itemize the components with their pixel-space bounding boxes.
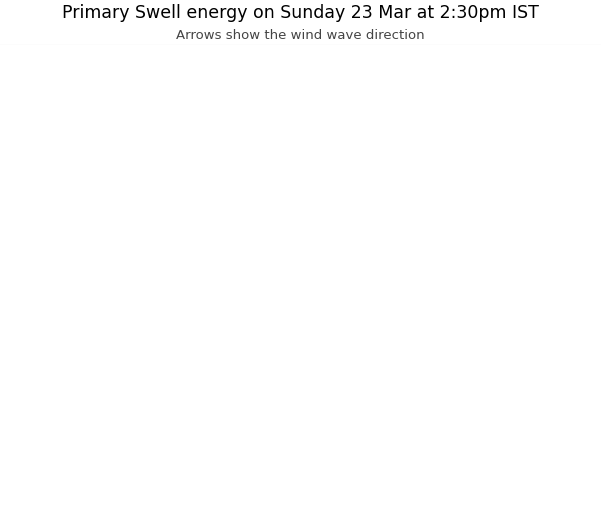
Text: Cartopy required for map rendering: Cartopy required for map rendering [152,269,449,288]
Text: Arrows show the wind wave direction: Arrows show the wind wave direction [176,29,425,41]
Text: Primary Swell energy on Sunday 23 Mar at 2:30pm IST: Primary Swell energy on Sunday 23 Mar at… [62,4,539,22]
